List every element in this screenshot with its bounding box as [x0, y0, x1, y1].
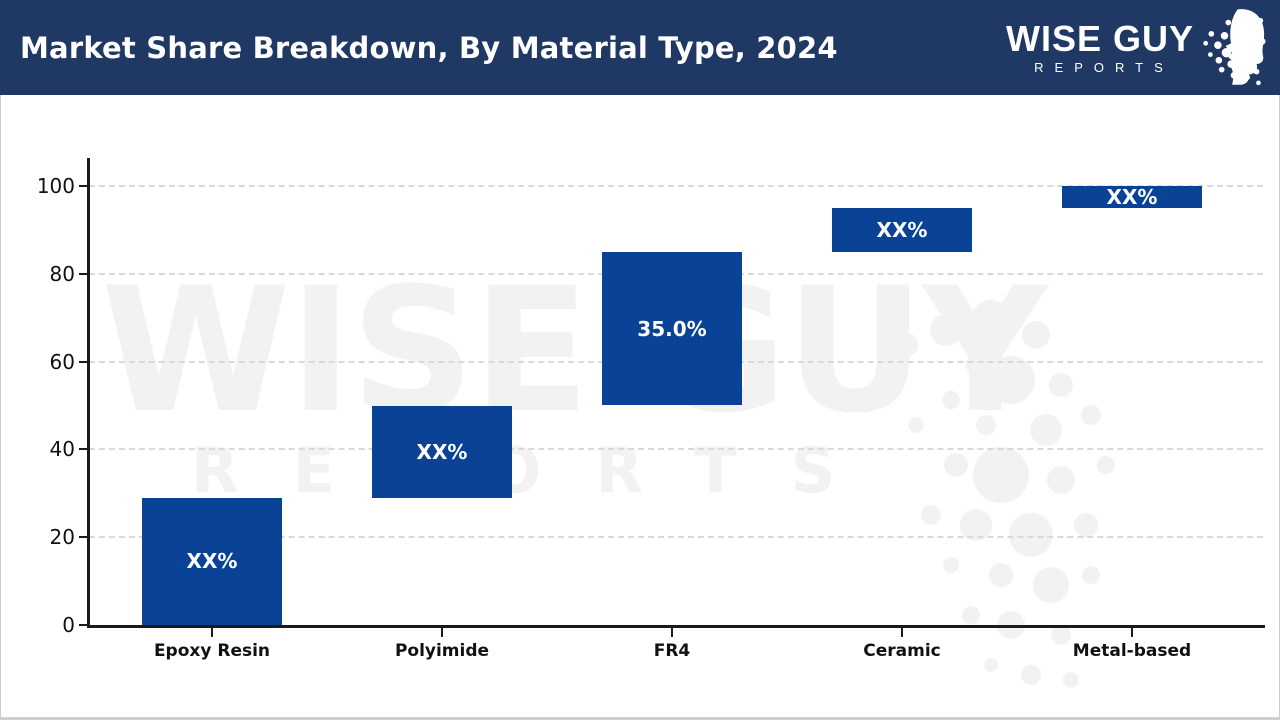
bar-epoxy-resin: XX% [142, 497, 282, 625]
y-tick-label: 20 [49, 525, 75, 550]
x-category-label: Ceramic [863, 641, 941, 661]
y-tick-mark [79, 185, 89, 187]
y-tick-label: 80 [49, 261, 75, 286]
bar-metal-based: XX% [1062, 184, 1202, 209]
y-tick-label: 60 [49, 349, 75, 374]
bar-value-label: 35.0% [637, 316, 707, 341]
wise-guy-logo: WISE GUY REPORTS [1006, 5, 1280, 91]
logo-face-icon [1203, 8, 1266, 85]
header-banner: Market Share Breakdown, By Material Type… [0, 0, 1280, 95]
gridline-20 [89, 536, 1263, 539]
watermark-face-dots-icon [894, 300, 1115, 688]
x-tick-mark [441, 628, 443, 637]
logo-subtitle: REPORTS [1034, 60, 1174, 75]
bar-value-label: XX% [1106, 184, 1158, 209]
chart-area: WISE GUY REPORTS 0 20 40 60 80 100 XX% Epoxy Re… [0, 95, 1280, 720]
gridline-100 [89, 185, 1263, 187]
y-tick-mark [79, 448, 89, 451]
y-tick-mark [79, 536, 89, 539]
gridline-40 [89, 448, 1263, 451]
x-category-label: Epoxy Resin [153, 641, 271, 661]
y-tick-mark [79, 360, 89, 363]
x-tick-mark [671, 628, 673, 637]
logo-text: WISE GUY REPORTS [1005, 18, 1194, 75]
x-category-label: FR4 [653, 641, 691, 661]
x-category-label: Metal-based [1072, 641, 1192, 661]
bar-fr4: 35.0% [602, 251, 742, 406]
y-tick-mark [79, 272, 89, 275]
chart-title: Market Share Breakdown, By Material Type… [20, 30, 838, 65]
x-axis-line [87, 625, 1265, 628]
y-tick-mark [79, 624, 89, 626]
bar-value-label: XX% [416, 439, 468, 464]
bar-polyimide: XX% [372, 405, 512, 498]
y-tick-label: 40 [49, 437, 75, 462]
bar-value-label: XX% [186, 549, 238, 574]
y-tick-label: 0 [62, 613, 75, 637]
watermark-wordmark: WISE GUY [101, 250, 1047, 451]
x-tick-mark [901, 628, 903, 637]
y-axis-line [87, 158, 90, 628]
bar-value-label: XX% [876, 217, 928, 242]
bar-ceramic: XX% [832, 207, 972, 252]
logo-wordmark: WISE GUY [1005, 18, 1194, 59]
x-tick-mark [211, 628, 213, 637]
x-tick-mark [1131, 628, 1133, 637]
y-tick-label: 100 [36, 174, 75, 198]
x-category-label: Polyimide [394, 641, 490, 661]
